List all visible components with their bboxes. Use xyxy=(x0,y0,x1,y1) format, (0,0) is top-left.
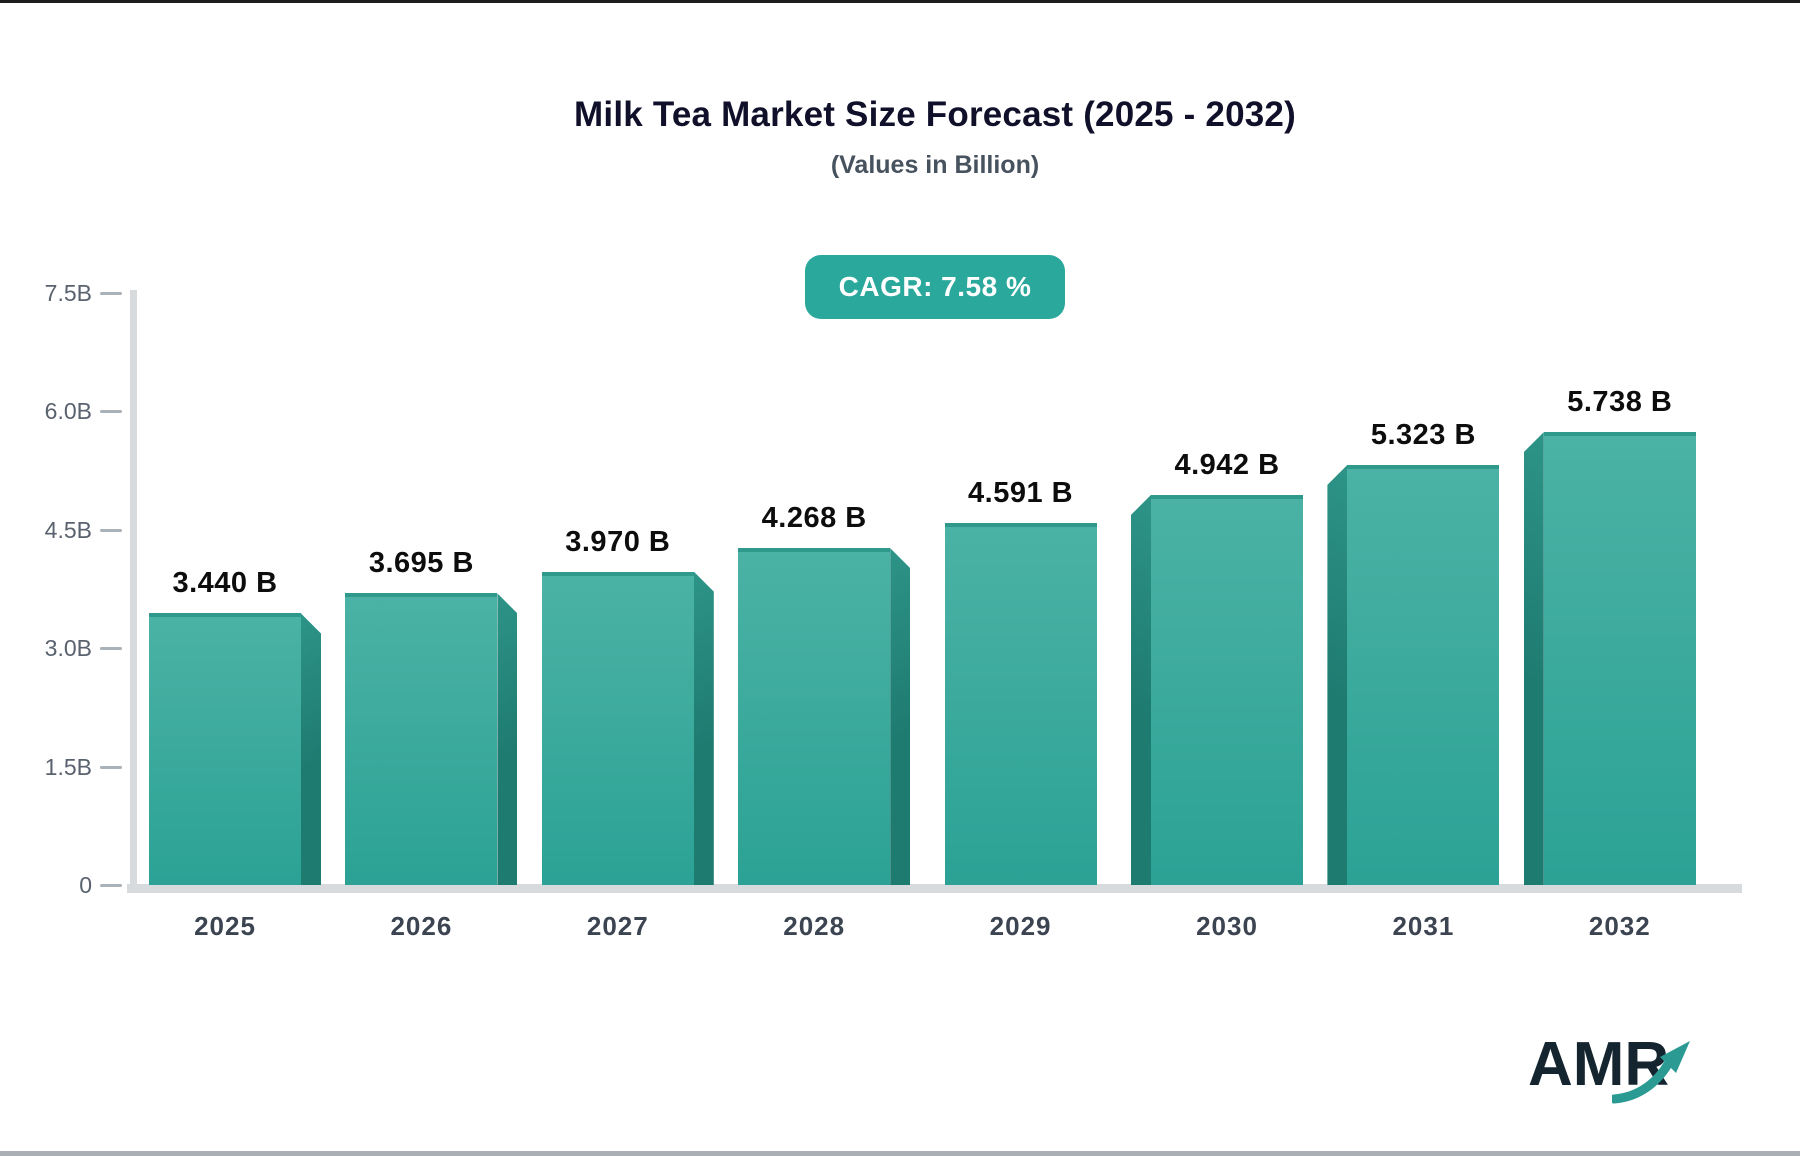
bar-2027 xyxy=(541,571,694,885)
bar-value-label: 3.970 B xyxy=(565,525,671,558)
y-tick-mark xyxy=(100,528,122,532)
bar-2027-3d-side xyxy=(693,571,714,885)
y-tick-mark xyxy=(100,884,122,887)
bar-value-label: 3.695 B xyxy=(368,547,474,580)
cagr-badge-row: CAGR: 7.58 % xyxy=(70,255,1800,319)
y-tick-mark xyxy=(100,410,122,414)
arrow-tail xyxy=(1612,1052,1677,1104)
x-axis-label: 2030 xyxy=(1196,911,1258,941)
y-tick-label: 6.0B xyxy=(44,398,92,425)
bar-2026-3d-side xyxy=(497,593,518,885)
bar-2026 xyxy=(345,593,498,885)
bar-2031-3d-side xyxy=(1327,464,1348,885)
amr-logo: AMR xyxy=(1528,1033,1738,1123)
arrow-head xyxy=(1660,1041,1690,1073)
y-tick-label: 3.0B xyxy=(44,635,92,662)
bar-2029 xyxy=(944,522,1097,885)
bar-value-label: 5.738 B xyxy=(1567,386,1673,419)
bar-value-label: 4.942 B xyxy=(1174,448,1280,481)
x-axis-label: 2031 xyxy=(1392,911,1455,941)
bar-value-label: 5.323 B xyxy=(1370,418,1476,451)
x-axis-label: 2032 xyxy=(1588,911,1651,941)
bar-2031 xyxy=(1347,464,1500,885)
bar-2028 xyxy=(738,548,891,885)
y-tick-label: 7.5B xyxy=(44,280,92,306)
x-axis-line xyxy=(127,884,1742,893)
cagr-badge: CAGR: 7.58 % xyxy=(804,255,1066,319)
y-axis-line xyxy=(130,290,137,892)
y-tick-mark xyxy=(100,292,122,295)
bar-2025 xyxy=(149,613,301,885)
bar-2030 xyxy=(1151,494,1303,885)
y-tick-mark xyxy=(100,765,122,769)
bar-value-label: 4.591 B xyxy=(968,476,1074,509)
x-axis-label: 2025 xyxy=(194,911,256,941)
bar-2032 xyxy=(1543,432,1696,885)
bar-2028-3d-side xyxy=(890,548,911,885)
bar-2032-3d-side xyxy=(1523,432,1544,885)
bar-2030-3d-side xyxy=(1131,494,1151,885)
x-axis-label: 2026 xyxy=(390,911,453,941)
page-subtitle: (Values in Billion) xyxy=(830,151,1040,179)
y-tick-label: 4.5B xyxy=(44,516,92,543)
page-title: Milk Tea Market Size Forecast (2025 - 20… xyxy=(574,95,1296,134)
y-tick-label: 1.5B xyxy=(44,753,92,780)
x-axis-label: 2029 xyxy=(989,911,1052,941)
bar-value-label: 4.268 B xyxy=(761,502,867,535)
x-axis-label: 2028 xyxy=(783,911,846,941)
growth-arrow-icon xyxy=(1612,1041,1690,1104)
bar-2025-3d-side xyxy=(301,613,321,885)
x-axis-label: 2027 xyxy=(586,911,649,941)
bar-value-label: 3.440 B xyxy=(172,567,278,600)
y-tick-label: 0 xyxy=(79,872,92,898)
y-tick-mark xyxy=(100,647,122,651)
